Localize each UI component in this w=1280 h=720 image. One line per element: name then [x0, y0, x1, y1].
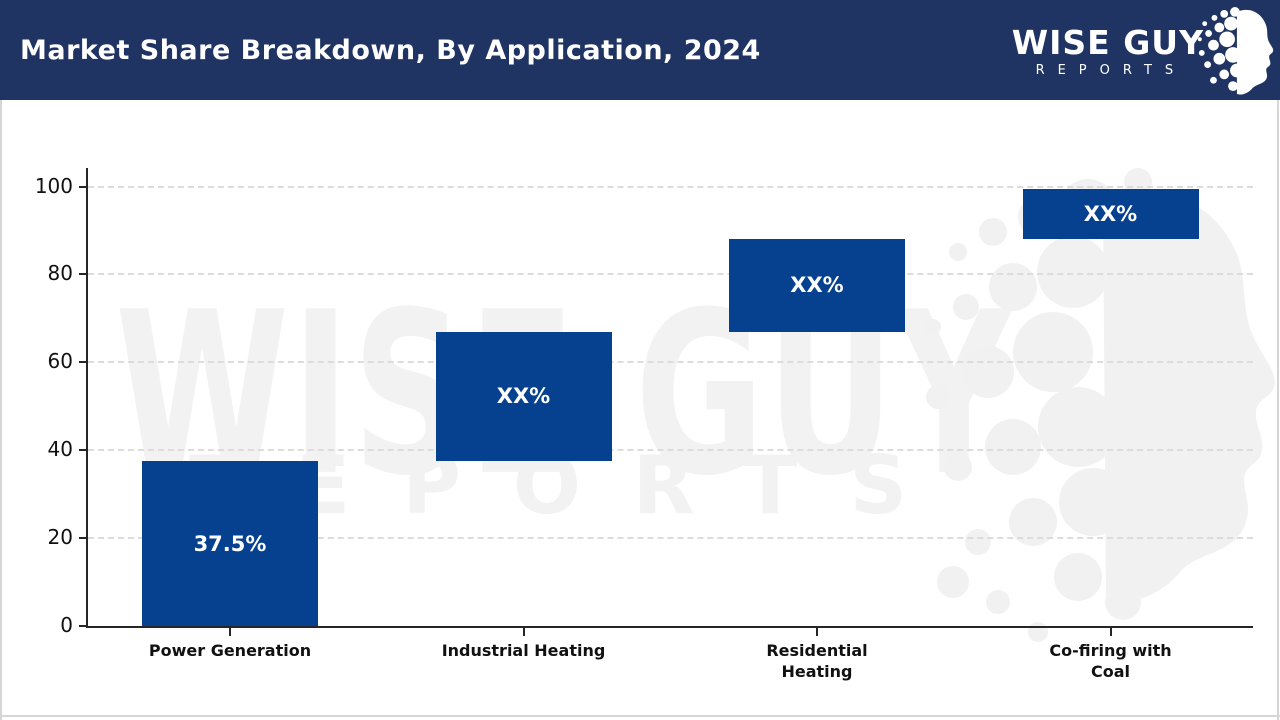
y-axis-label: 40 — [47, 437, 73, 462]
gridline — [88, 537, 1253, 540]
bar-value-label: XX% — [496, 384, 551, 409]
header-bar: Market Share Breakdown, By Application, … — [0, 0, 1280, 100]
gridline — [88, 273, 1253, 276]
bar-value-label: XX% — [1083, 201, 1138, 226]
wise-guy-logo: WISE GUY REPORTS — [1012, 0, 1274, 100]
y-axis-tick — [79, 273, 88, 276]
bar-segment: XX% — [729, 239, 905, 332]
y-axis-label: 80 — [47, 261, 73, 286]
logo-text: WISE GUY REPORTS — [1012, 25, 1204, 79]
y-axis-tick — [79, 449, 88, 452]
y-axis-tick — [79, 537, 88, 540]
logo-wordmark: WISE GUY — [1011, 23, 1204, 62]
x-axis-label: Residential Heating — [766, 641, 868, 681]
x-axis-label: Power Generation — [148, 641, 312, 660]
gridline — [88, 185, 1253, 188]
bar-segment: 37.5% — [142, 461, 318, 626]
y-axis-tick — [79, 185, 88, 188]
bar-value-label: 37.5% — [193, 531, 267, 556]
bar-segment: XX% — [435, 331, 612, 462]
x-axis-tick — [816, 628, 818, 636]
y-axis-label: 60 — [47, 349, 73, 374]
x-axis-tick — [522, 628, 525, 636]
x-axis-line — [86, 626, 1253, 628]
bar-value-label: XX% — [790, 273, 844, 298]
frame-border-right — [1277, 100, 1279, 720]
x-axis-label: Co-firing with Coal — [1049, 641, 1172, 681]
y-axis-line — [86, 168, 88, 628]
chart-title: Market Share Breakdown, By Application, … — [20, 34, 761, 66]
x-axis-label: Industrial Heating — [441, 641, 606, 660]
y-axis-tick — [79, 625, 88, 627]
y-axis-tick — [79, 361, 88, 364]
x-axis-tick — [1109, 628, 1112, 636]
y-axis-label: 20 — [47, 525, 73, 550]
wise-guy-head-icon — [1197, 7, 1274, 95]
gridline — [88, 449, 1253, 452]
y-axis-label: 0 — [60, 613, 73, 637]
logo-subtitle: REPORTS — [1035, 63, 1187, 78]
frame-border-bottom — [0, 715, 1280, 717]
y-axis-label: 100 — [34, 173, 73, 198]
x-axis-tick — [229, 628, 231, 636]
frame-border-left — [0, 100, 2, 720]
gridline — [88, 361, 1253, 364]
bar-segment: XX% — [1022, 188, 1199, 240]
